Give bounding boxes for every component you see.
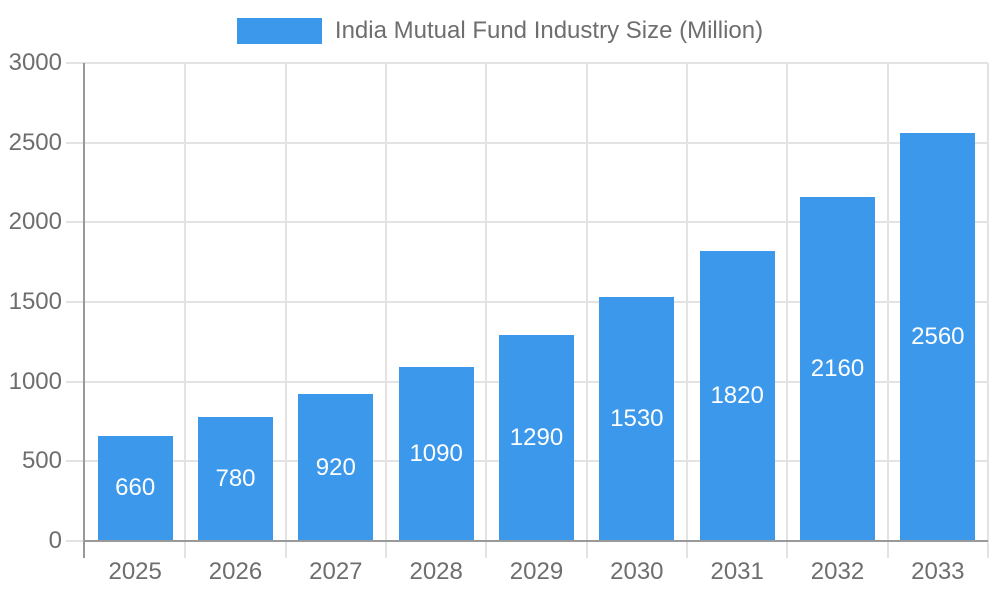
- bar-value-label: 1090: [409, 440, 463, 468]
- v-gridline: [786, 63, 789, 541]
- y-axis-tick: [66, 221, 85, 224]
- y-axis-tick: [66, 380, 85, 383]
- x-axis-label: 2026: [208, 558, 263, 585]
- v-gridline: [585, 63, 588, 541]
- bar[interactable]: 1090: [398, 367, 474, 541]
- y-axis-label: 1000: [8, 367, 62, 395]
- bar[interactable]: 660: [97, 435, 173, 541]
- v-gridline: [485, 63, 488, 541]
- x-axis-tick: [485, 541, 488, 558]
- x-axis-line: [83, 540, 988, 542]
- legend-swatch-icon: [236, 18, 322, 44]
- x-axis-tick: [786, 541, 789, 558]
- bar-value-label: 660: [115, 474, 156, 502]
- y-axis-label: 2500: [8, 128, 62, 156]
- v-gridline: [184, 63, 187, 541]
- h-gridline: [85, 301, 988, 303]
- x-axis-tick: [886, 541, 889, 558]
- bar[interactable]: 2160: [800, 196, 875, 541]
- plot-area: 0 500 1000 1500 2000 2500 3000 660 2025 780 2026 92…: [9, 51, 989, 585]
- bar[interactable]: 1290: [499, 335, 574, 541]
- y-axis-label: 500: [21, 447, 62, 475]
- bar-value-label: 1290: [509, 424, 564, 452]
- x-axis-tick: [284, 541, 287, 558]
- v-gridline: [987, 63, 989, 541]
- h-gridline: [85, 62, 988, 64]
- x-axis-tick: [987, 541, 989, 558]
- bar[interactable]: 1820: [699, 251, 775, 541]
- bar[interactable]: 2560: [900, 133, 976, 541]
- y-axis-tick: [66, 62, 85, 64]
- legend[interactable]: India Mutual Fund Industry Size (Million…: [0, 17, 1000, 45]
- v-gridline: [686, 63, 688, 541]
- x-axis-label: 2029: [509, 558, 564, 585]
- y-axis-tick: [66, 540, 85, 542]
- bar[interactable]: 920: [298, 394, 374, 541]
- bar-value-label: 1530: [610, 405, 664, 433]
- x-axis-tick: [184, 541, 187, 558]
- y-axis-tick: [66, 301, 85, 303]
- x-axis-label: 2025: [108, 558, 162, 585]
- v-gridline: [886, 63, 889, 541]
- v-gridline: [284, 63, 287, 541]
- x-axis-label: 2027: [309, 558, 363, 585]
- y-axis-tick: [66, 460, 85, 463]
- bar-value-label: 920: [315, 453, 356, 481]
- x-axis-tick: [585, 541, 588, 558]
- bar[interactable]: 1530: [599, 297, 675, 541]
- y-axis-label: 1500: [8, 288, 62, 315]
- y-axis-label: 0: [48, 527, 62, 554]
- y-axis-label: 2000: [8, 208, 62, 236]
- bar-value-label: 1820: [710, 381, 764, 409]
- bar-value-label: 2560: [911, 323, 965, 351]
- bar-value-label: 780: [215, 464, 256, 492]
- x-axis-tick: [686, 541, 688, 558]
- y-axis-line: [83, 63, 85, 558]
- h-gridline: [85, 141, 988, 144]
- x-axis-label: 2033: [911, 558, 965, 585]
- bar-value-label: 2160: [810, 354, 865, 382]
- bar[interactable]: 780: [198, 416, 273, 541]
- x-axis-label: 2031: [710, 558, 764, 585]
- y-axis-label: 3000: [8, 49, 62, 76]
- x-axis-label: 2028: [409, 558, 463, 585]
- x-axis-tick: [385, 541, 387, 558]
- legend-label: India Mutual Fund Industry Size (Million…: [334, 17, 764, 44]
- x-axis-label: 2030: [610, 558, 664, 585]
- x-axis-label: 2032: [810, 558, 865, 585]
- v-gridline: [385, 63, 387, 541]
- h-gridline: [85, 221, 988, 224]
- y-axis-tick: [66, 141, 85, 144]
